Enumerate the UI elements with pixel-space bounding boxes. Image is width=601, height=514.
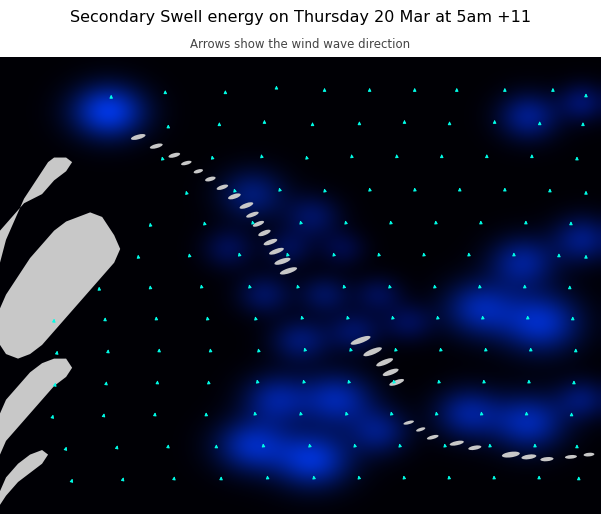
Ellipse shape: [502, 452, 520, 457]
Ellipse shape: [264, 239, 277, 245]
Ellipse shape: [383, 369, 398, 376]
Ellipse shape: [522, 454, 536, 460]
Ellipse shape: [427, 435, 439, 439]
Ellipse shape: [205, 177, 216, 181]
Ellipse shape: [565, 455, 577, 459]
Ellipse shape: [246, 212, 258, 217]
Polygon shape: [0, 450, 48, 505]
Ellipse shape: [376, 358, 393, 366]
Ellipse shape: [216, 185, 228, 190]
Ellipse shape: [350, 336, 371, 345]
Polygon shape: [0, 359, 72, 454]
Ellipse shape: [450, 440, 464, 446]
Ellipse shape: [540, 457, 554, 461]
Ellipse shape: [584, 453, 594, 456]
Ellipse shape: [181, 161, 192, 166]
Ellipse shape: [389, 379, 404, 386]
Ellipse shape: [150, 143, 163, 149]
Text: Secondary Swell energy on Thursday 20 Mar at 5am +11: Secondary Swell energy on Thursday 20 Ma…: [70, 10, 531, 25]
Ellipse shape: [364, 347, 382, 356]
Ellipse shape: [194, 169, 203, 173]
Polygon shape: [0, 212, 120, 359]
Ellipse shape: [168, 153, 180, 158]
Ellipse shape: [269, 248, 284, 254]
Ellipse shape: [275, 258, 290, 265]
Ellipse shape: [253, 221, 264, 227]
Ellipse shape: [468, 446, 481, 450]
Ellipse shape: [403, 420, 414, 425]
Text: Arrows show the wind wave direction: Arrows show the wind wave direction: [191, 38, 410, 51]
Ellipse shape: [240, 202, 253, 209]
Polygon shape: [0, 157, 72, 263]
Ellipse shape: [416, 427, 426, 432]
Ellipse shape: [280, 267, 297, 274]
Ellipse shape: [258, 230, 270, 236]
Ellipse shape: [228, 193, 241, 199]
Ellipse shape: [131, 134, 145, 140]
